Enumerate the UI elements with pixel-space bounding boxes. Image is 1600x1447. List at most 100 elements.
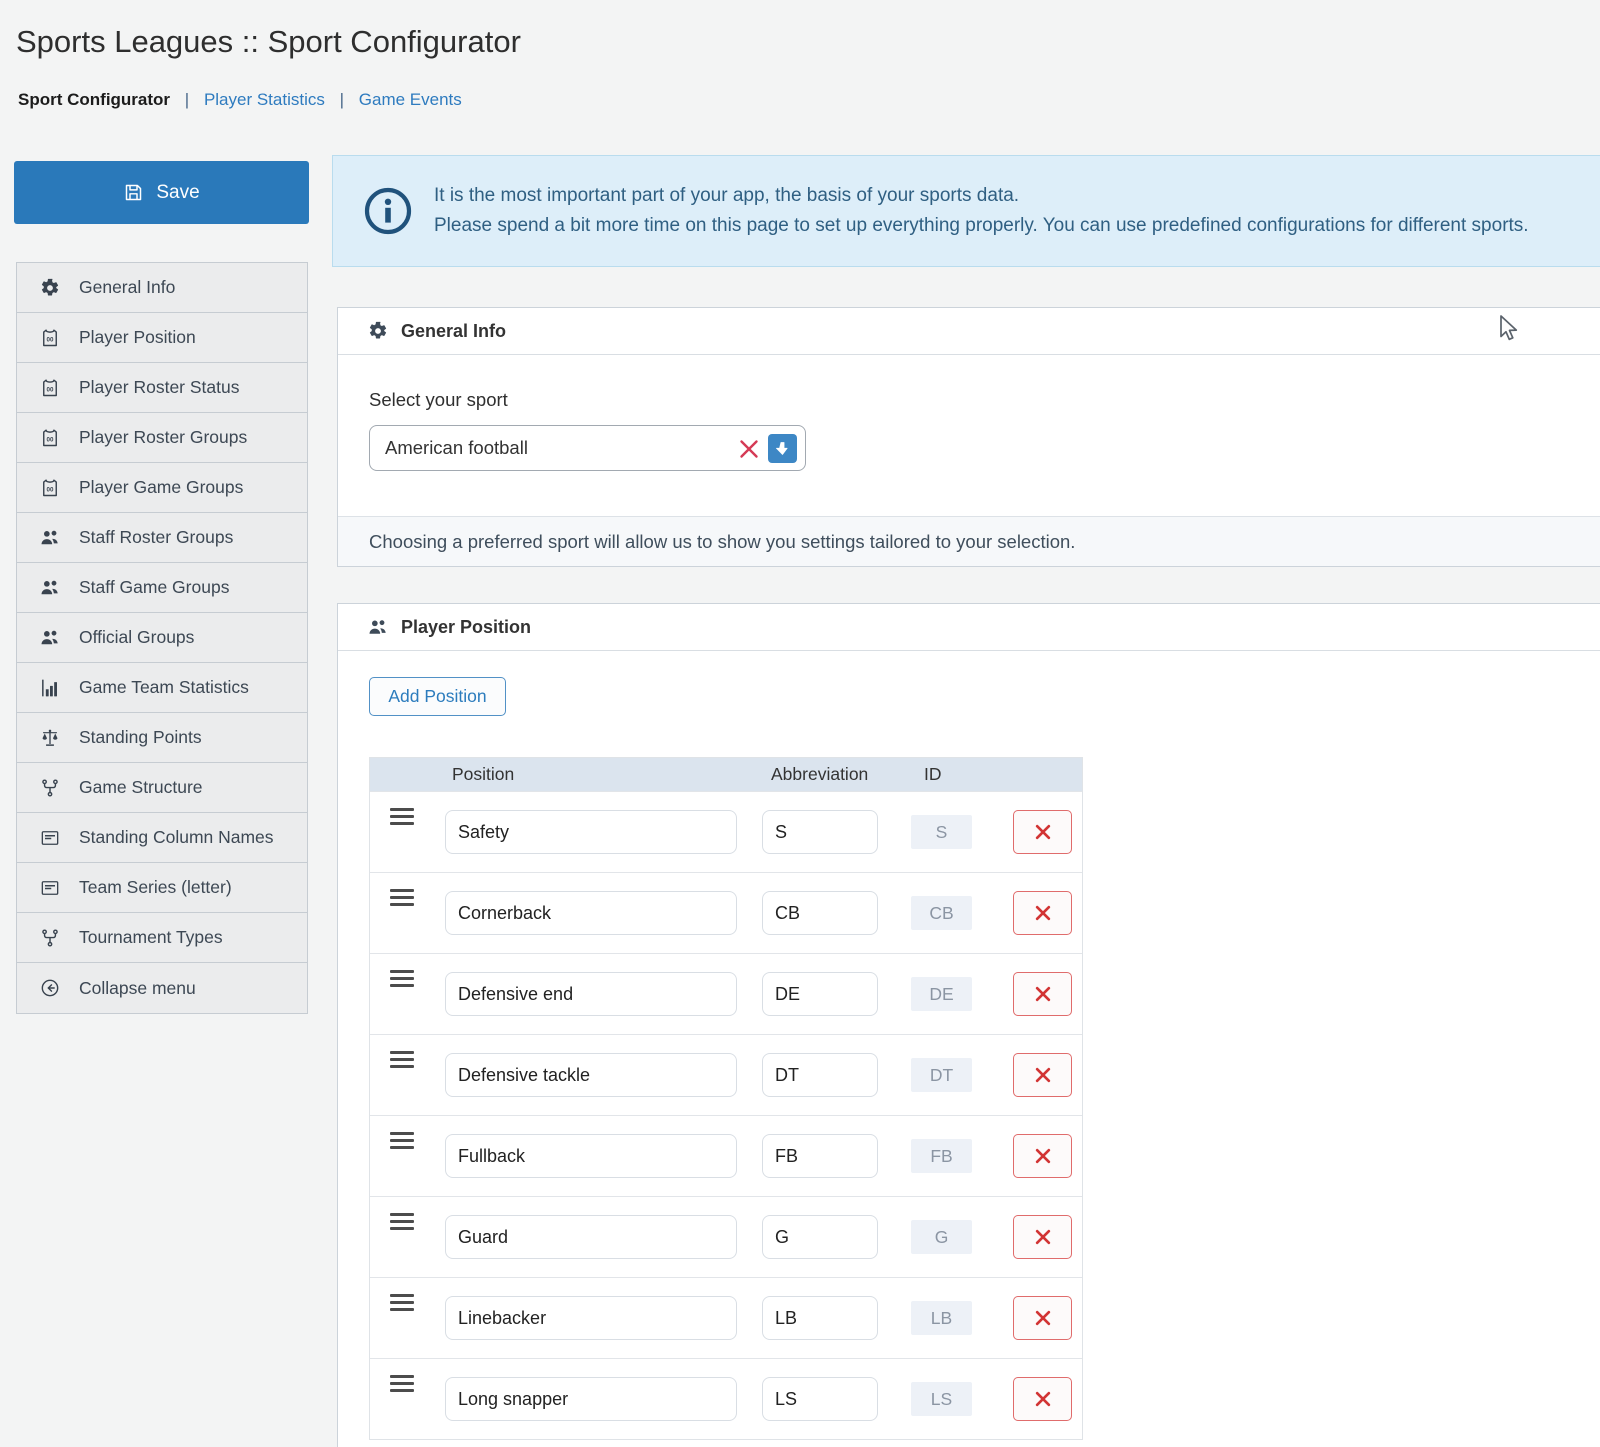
drag-handle-icon[interactable]	[390, 970, 414, 992]
position-abbreviation-input[interactable]	[762, 810, 878, 854]
sport-select-value: American football	[385, 437, 528, 458]
sidebar-item-player-roster-groups[interactable]: 00 Player Roster Groups	[17, 413, 307, 463]
drag-handle-icon[interactable]	[390, 808, 414, 830]
sidebar-item-label: Staff Roster Groups	[79, 527, 234, 547]
sidebar-item-game-team-statistics[interactable]: Game Team Statistics	[17, 663, 307, 713]
jersey-icon: 00	[39, 477, 60, 498]
clear-selection-icon[interactable]	[737, 437, 761, 461]
player-position-title: Player Position	[401, 616, 532, 637]
column-header-id: ID	[924, 764, 942, 784]
position-abbreviation-input[interactable]	[762, 1134, 878, 1178]
info-icon	[364, 187, 412, 235]
sidebar-item-team-series-letter[interactable]: Team Series (letter)	[17, 863, 307, 913]
delete-position-button[interactable]	[1013, 810, 1072, 854]
drag-handle-icon[interactable]	[390, 1051, 414, 1073]
position-name-input[interactable]	[445, 1296, 737, 1340]
doc-icon	[39, 877, 60, 898]
position-abbreviation-input[interactable]	[762, 972, 878, 1016]
position-table-row: G	[370, 1196, 1082, 1277]
sidebar-item-staff-roster-groups[interactable]: Staff Roster Groups	[17, 513, 307, 563]
position-abbreviation-input[interactable]	[762, 1215, 878, 1259]
sidebar-item-player-game-groups[interactable]: 00 Player Game Groups	[17, 463, 307, 513]
sport-select[interactable]: American football	[369, 425, 806, 471]
position-table-row: DT	[370, 1034, 1082, 1115]
sidebar-item-label: Player Roster Status	[79, 377, 240, 397]
sidebar-item-standing-points[interactable]: Standing Points	[17, 713, 307, 763]
delete-position-button[interactable]	[1013, 1296, 1072, 1340]
column-header-position: Position	[452, 764, 515, 784]
breadcrumb: Sport Configurator | Player Statistics |…	[18, 90, 462, 110]
position-name-input[interactable]	[445, 810, 737, 854]
sidebar-item-label: Official Groups	[79, 627, 195, 647]
sidebar-item-player-position[interactable]: 00 Player Position	[17, 313, 307, 363]
people-icon	[39, 527, 60, 548]
gear-icon	[368, 321, 388, 341]
sidebar-item-standing-column-names[interactable]: Standing Column Names	[17, 813, 307, 863]
delete-x-icon	[1033, 822, 1053, 842]
sidebar-item-label: Standing Column Names	[79, 827, 274, 847]
people-icon	[368, 617, 388, 637]
drag-handle-icon[interactable]	[390, 1375, 414, 1397]
position-id-badge: LB	[911, 1301, 972, 1335]
breadcrumb-separator: |	[339, 90, 345, 109]
alert-text: It is the most important part of your ap…	[434, 181, 1529, 241]
general-info-title: General Info	[401, 320, 507, 341]
chart-icon	[39, 677, 60, 698]
people-icon	[39, 577, 60, 598]
sidebar-item-label: Team Series (letter)	[79, 877, 232, 897]
sidebar-menu: General Info 00 Player Position 00 Playe…	[16, 262, 308, 1014]
position-abbreviation-input[interactable]	[762, 1053, 878, 1097]
sidebar-item-tournament-types[interactable]: Tournament Types	[17, 913, 307, 963]
delete-position-button[interactable]	[1013, 1377, 1072, 1421]
delete-position-button[interactable]	[1013, 1134, 1072, 1178]
delete-position-button[interactable]	[1013, 891, 1072, 935]
select-sport-label: Select your sport	[369, 389, 508, 410]
dropdown-arrow-button[interactable]	[768, 434, 797, 463]
positions-table-header: Position Abbreviation ID	[370, 758, 1082, 791]
position-table-row: LB	[370, 1277, 1082, 1358]
position-name-input[interactable]	[445, 1377, 737, 1421]
save-button[interactable]: Save	[14, 161, 309, 224]
add-position-button[interactable]: Add Position	[369, 677, 506, 716]
drag-handle-icon[interactable]	[390, 1294, 414, 1316]
breadcrumb-link-game-events[interactable]: Game Events	[358, 90, 462, 109]
position-table-row: FB	[370, 1115, 1082, 1196]
sidebar-item-collapse-menu[interactable]: Collapse menu	[17, 963, 307, 1013]
position-name-input[interactable]	[445, 891, 737, 935]
position-id-badge: G	[911, 1220, 972, 1254]
position-name-input[interactable]	[445, 1134, 737, 1178]
position-abbreviation-input[interactable]	[762, 1377, 878, 1421]
position-abbreviation-input[interactable]	[762, 1296, 878, 1340]
delete-position-button[interactable]	[1013, 972, 1072, 1016]
sidebar-item-game-structure[interactable]: Game Structure	[17, 763, 307, 813]
delete-position-button[interactable]	[1013, 1215, 1072, 1259]
page-title: Sports Leagues :: Sport Configurator	[16, 24, 521, 59]
sidebar-item-staff-game-groups[interactable]: Staff Game Groups	[17, 563, 307, 613]
sidebar-item-label: Collapse menu	[79, 977, 196, 998]
sidebar-item-label: Standing Points	[79, 727, 202, 747]
arrow-down-icon	[774, 440, 791, 457]
delete-x-icon	[1033, 1227, 1053, 1247]
sidebar-item-official-groups[interactable]: Official Groups	[17, 613, 307, 663]
breadcrumb-separator: |	[184, 90, 190, 109]
position-id-badge: LS	[911, 1382, 972, 1416]
position-name-input[interactable]	[445, 1215, 737, 1259]
position-table-row: CB	[370, 872, 1082, 953]
position-abbreviation-input[interactable]	[762, 891, 878, 935]
position-name-input[interactable]	[445, 972, 737, 1016]
drag-handle-icon[interactable]	[390, 889, 414, 911]
delete-position-button[interactable]	[1013, 1053, 1072, 1097]
drag-handle-icon[interactable]	[390, 1213, 414, 1235]
save-icon	[123, 182, 144, 203]
drag-handle-icon[interactable]	[390, 1132, 414, 1154]
breadcrumb-link-player-statistics[interactable]: Player Statistics	[203, 90, 325, 109]
sidebar-item-player-roster-status[interactable]: 00 Player Roster Status	[17, 363, 307, 413]
people-icon	[39, 627, 60, 648]
sidebar-item-label: Player Roster Groups	[79, 427, 248, 447]
sidebar-item-general-info[interactable]: General Info	[17, 263, 307, 313]
position-id-badge: S	[911, 815, 972, 849]
sidebar-item-label: General Info	[79, 277, 176, 297]
general-info-panel-header: General Info	[338, 308, 1600, 355]
positions-table-body: S CB DE DT	[370, 791, 1082, 1439]
position-name-input[interactable]	[445, 1053, 737, 1097]
